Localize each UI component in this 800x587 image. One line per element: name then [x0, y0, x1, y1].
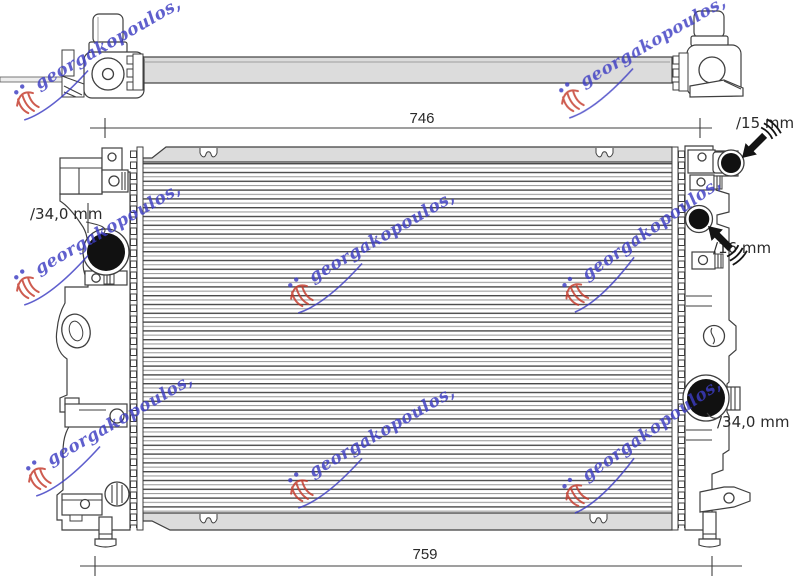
arrow-15mm-icon	[742, 118, 782, 158]
mounting-peg-right-foot	[698, 538, 721, 548]
right-serrated-connector	[678, 52, 689, 92]
right-fitting-boss	[698, 56, 726, 84]
label-port-34mm-right: ∕34,0 mm	[717, 413, 789, 431]
leader-34mm-right	[706, 412, 721, 419]
top-tank-notch-right	[595, 148, 614, 158]
dimension-bottom: 759	[80, 546, 742, 576]
dimension-bottom-label: 759	[412, 546, 437, 563]
side-plate-left-teeth	[130, 149, 137, 528]
bottom-tank-notch-left	[199, 514, 218, 524]
top-view-right-fitting	[672, 10, 744, 98]
top-tank	[142, 146, 673, 163]
arrow-16mm-icon	[708, 226, 748, 266]
radiator-core	[130, 146, 685, 531]
mounting-peg-left-foot	[94, 538, 117, 548]
dimension-top: 746	[90, 110, 712, 138]
bottom-tank-notch-right	[589, 514, 608, 524]
right-screw	[702, 324, 726, 348]
annotations: ∕15 mm ∕16 mm ∕34,0 mm ∕34,0 mm	[30, 114, 794, 431]
mounting-peg-left	[98, 516, 113, 540]
top-tank-notch-left	[199, 148, 218, 158]
port-16mm	[688, 208, 710, 230]
port-15mm	[721, 153, 741, 173]
label-port-34mm-left: ∕34,0 mm	[30, 205, 102, 223]
dimension-top-label: 746	[409, 110, 434, 127]
left-oval-hole	[61, 313, 91, 349]
side-plate-right-teeth	[678, 149, 685, 528]
left-top-bracket	[59, 157, 103, 195]
mounting-peg-right	[702, 511, 717, 540]
left-serrated-connector	[132, 53, 144, 91]
